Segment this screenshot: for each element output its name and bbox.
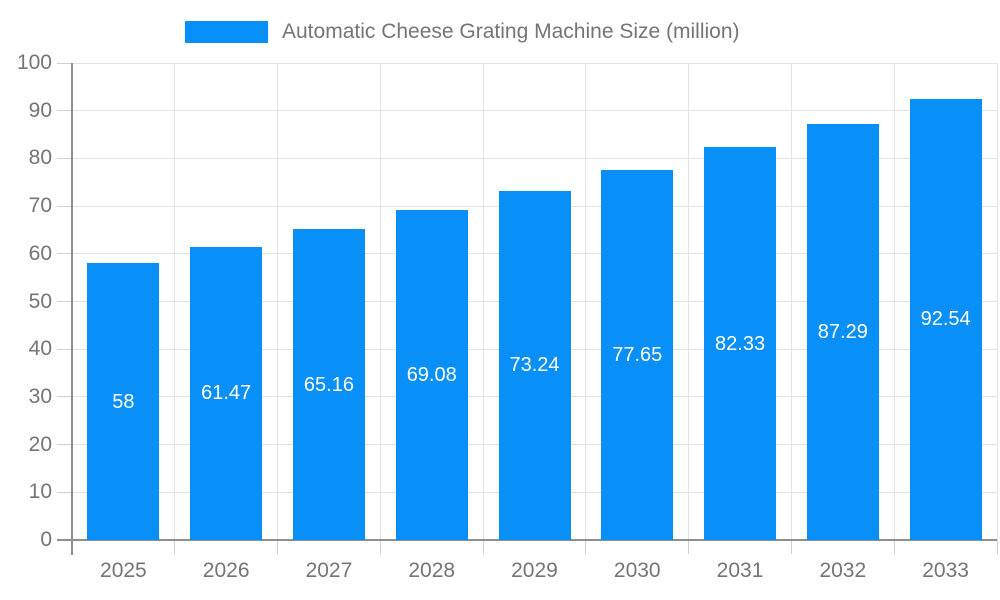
y-axis-tick bbox=[57, 301, 72, 302]
bar-2031[interactable] bbox=[704, 147, 777, 540]
x-axis-label: 2031 bbox=[716, 559, 764, 582]
y-axis-tick bbox=[57, 348, 72, 350]
x-axis-tick bbox=[482, 540, 484, 554]
bar-2028[interactable] bbox=[395, 210, 468, 540]
x-axis-label: 2026 bbox=[202, 559, 250, 582]
x-axis-label: 2030 bbox=[613, 559, 661, 582]
y-axis-label: 10 bbox=[28, 480, 52, 504]
x-axis-tick bbox=[174, 540, 176, 554]
x-axis-tick bbox=[277, 540, 279, 554]
gridline-vertical bbox=[790, 63, 792, 540]
bar-value-label: 58 bbox=[112, 390, 135, 413]
x-axis-line bbox=[57, 539, 997, 541]
y-axis-label: 80 bbox=[28, 146, 52, 170]
x-axis-label: 2033 bbox=[922, 559, 969, 582]
gridline-horizontal bbox=[72, 110, 997, 112]
bar-value-label: 69.08 bbox=[406, 364, 457, 387]
bar-value-label: 73.24 bbox=[509, 354, 560, 377]
x-axis-tick bbox=[790, 540, 792, 554]
y-axis-tick bbox=[57, 110, 72, 112]
bar-2025[interactable] bbox=[87, 263, 160, 540]
x-axis-tick bbox=[688, 540, 690, 554]
bar-2032[interactable] bbox=[806, 123, 879, 540]
gridline-vertical bbox=[585, 63, 587, 540]
gridline-horizontal bbox=[72, 157, 997, 159]
bar-value-label: 82.33 bbox=[715, 332, 766, 355]
bar-2030[interactable] bbox=[601, 169, 674, 540]
y-axis-label: 0 bbox=[40, 528, 52, 551]
gridline-vertical bbox=[893, 63, 895, 540]
y-axis-tick bbox=[57, 253, 72, 255]
x-axis-label: 2029 bbox=[511, 559, 558, 582]
y-axis-tick bbox=[57, 396, 72, 398]
x-axis-tick bbox=[893, 540, 895, 554]
y-axis-tick bbox=[57, 157, 72, 159]
bar-2026[interactable] bbox=[190, 246, 263, 540]
y-axis-label: 60 bbox=[28, 241, 52, 265]
bar-value-label: 61.47 bbox=[201, 382, 252, 405]
bar-value-label: 87.29 bbox=[817, 320, 868, 343]
gridline-vertical bbox=[996, 63, 998, 540]
x-axis-label: 2032 bbox=[819, 559, 867, 582]
x-axis-tick bbox=[379, 540, 381, 554]
gridline-vertical bbox=[482, 63, 484, 540]
bar-value-label: 92.54 bbox=[920, 308, 971, 331]
y-axis-label: 40 bbox=[28, 337, 52, 361]
x-axis-label: 2027 bbox=[305, 559, 353, 582]
gridline-vertical bbox=[379, 63, 381, 540]
y-axis-tick bbox=[57, 491, 72, 493]
y-axis-label: 100 bbox=[16, 51, 52, 74]
x-axis-tick bbox=[996, 540, 998, 554]
bar-2033[interactable] bbox=[909, 98, 982, 540]
gridline-vertical bbox=[174, 63, 176, 540]
y-axis-tick bbox=[57, 444, 72, 446]
legend-swatch-icon bbox=[185, 21, 268, 43]
x-axis-label: 2025 bbox=[100, 559, 147, 582]
gridline-vertical bbox=[277, 63, 279, 540]
y-axis-label: 70 bbox=[28, 194, 52, 218]
bar-value-label: 65.16 bbox=[303, 373, 354, 396]
bar-value-label: 77.65 bbox=[612, 343, 663, 366]
y-axis-label: 90 bbox=[28, 98, 52, 122]
x-axis-label: 2028 bbox=[408, 559, 456, 582]
y-axis-tick bbox=[57, 62, 72, 64]
y-axis-label: 20 bbox=[28, 432, 52, 456]
y-axis-line bbox=[71, 63, 73, 555]
legend-label: Automatic Cheese Grating Machine Size (m… bbox=[282, 20, 740, 43]
y-axis-label: 30 bbox=[28, 384, 52, 408]
bar-2029[interactable] bbox=[498, 190, 571, 540]
legend-item[interactable]: Automatic Cheese Grating Machine Size (m… bbox=[185, 21, 740, 43]
y-axis-label: 50 bbox=[28, 289, 52, 313]
gridline-vertical bbox=[688, 63, 690, 540]
bar-2027[interactable] bbox=[292, 229, 365, 540]
x-axis-tick bbox=[585, 540, 587, 554]
gridline-horizontal bbox=[72, 62, 997, 64]
y-axis-tick bbox=[57, 205, 72, 207]
